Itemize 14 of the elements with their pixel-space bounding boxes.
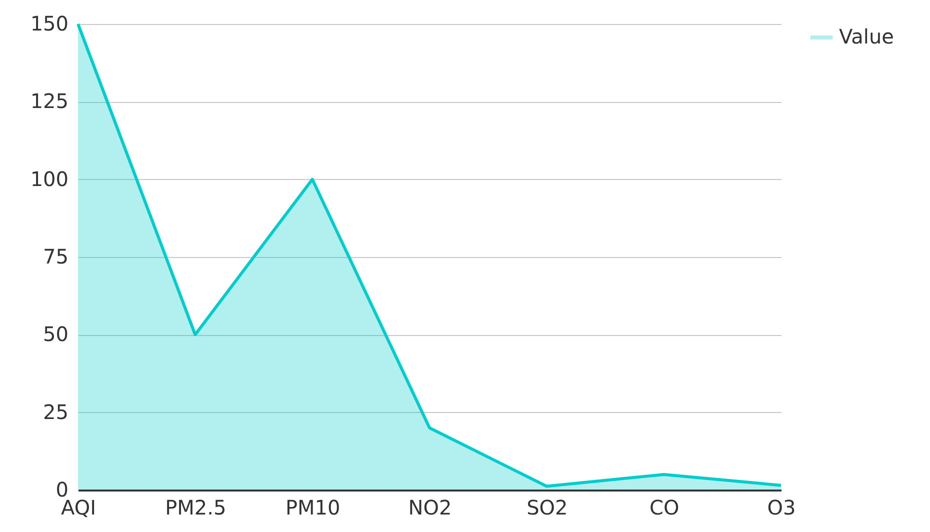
x-tick-label: AQI (61, 496, 96, 520)
y-tick-label: 150 (30, 12, 68, 36)
y-tick-label: 75 (43, 244, 68, 268)
y-tick-label: 25 (43, 400, 68, 424)
y-tick-label: 50 (43, 322, 68, 346)
legend-label: Value (839, 24, 894, 48)
y-tick-label: 100 (30, 166, 68, 191)
y-tick-label: 125 (30, 89, 68, 114)
x-tick-label: PM10 (285, 496, 340, 520)
x-tick-label: NO2 (408, 496, 452, 520)
x-tick-label: O3 (767, 496, 796, 520)
x-tick-label: SO2 (526, 496, 568, 520)
x-tick-label: CO (649, 496, 680, 520)
x-tick-label: PM2.5 (165, 496, 226, 520)
